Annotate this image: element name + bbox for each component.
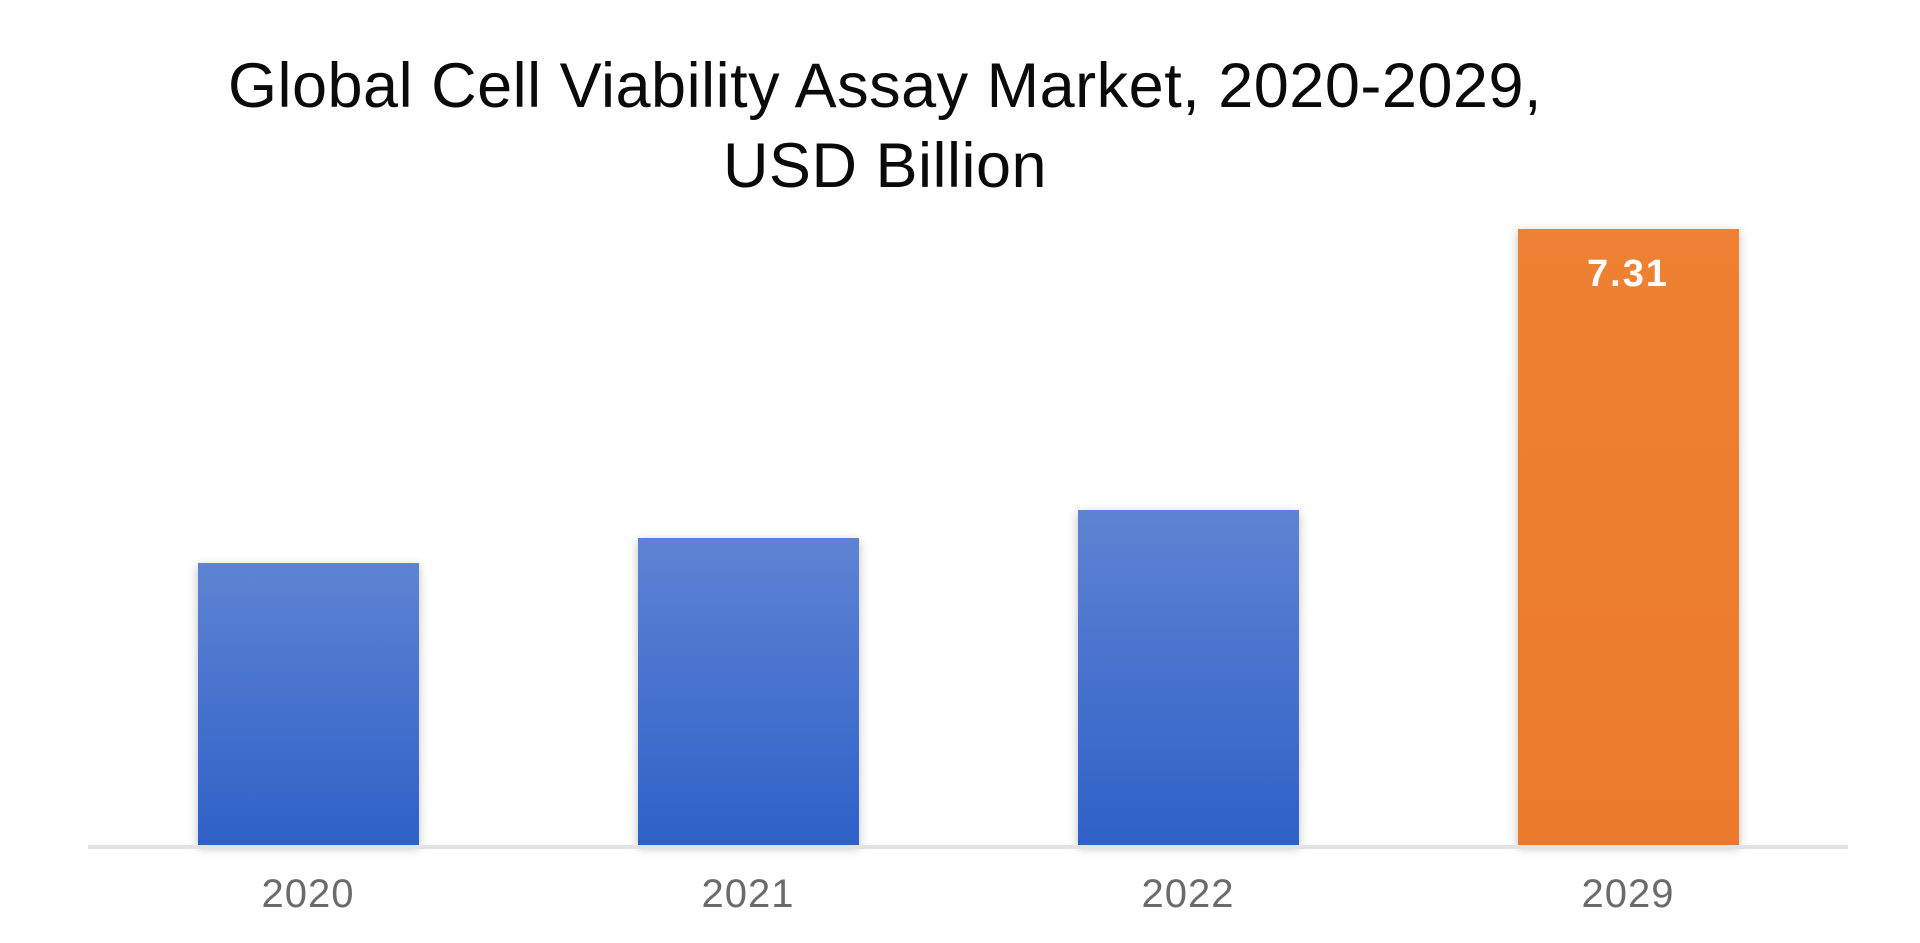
chart-title-line2: USD Billion <box>722 131 1048 201</box>
x-tick-label-2029: 2029 <box>1581 872 1675 916</box>
chart-title: Global Cell Viability Assay Market, 2020… <box>0 46 1770 206</box>
chart-title-line1: Global Cell Viability Assay Market, 2020… <box>227 51 1542 121</box>
x-tick-label-2022: 2022 <box>1141 872 1235 916</box>
x-tick-label-2020: 2020 <box>261 872 355 916</box>
bar-2021 <box>637 538 859 845</box>
bar-2022 <box>1077 510 1299 845</box>
x-tick-label-2021: 2021 <box>701 872 795 916</box>
bar-2020 <box>197 563 419 845</box>
data-label-2029: 7.31 <box>1587 253 1669 295</box>
bar-2029: 7.31 <box>1517 229 1739 845</box>
x-axis-line <box>88 845 1848 849</box>
